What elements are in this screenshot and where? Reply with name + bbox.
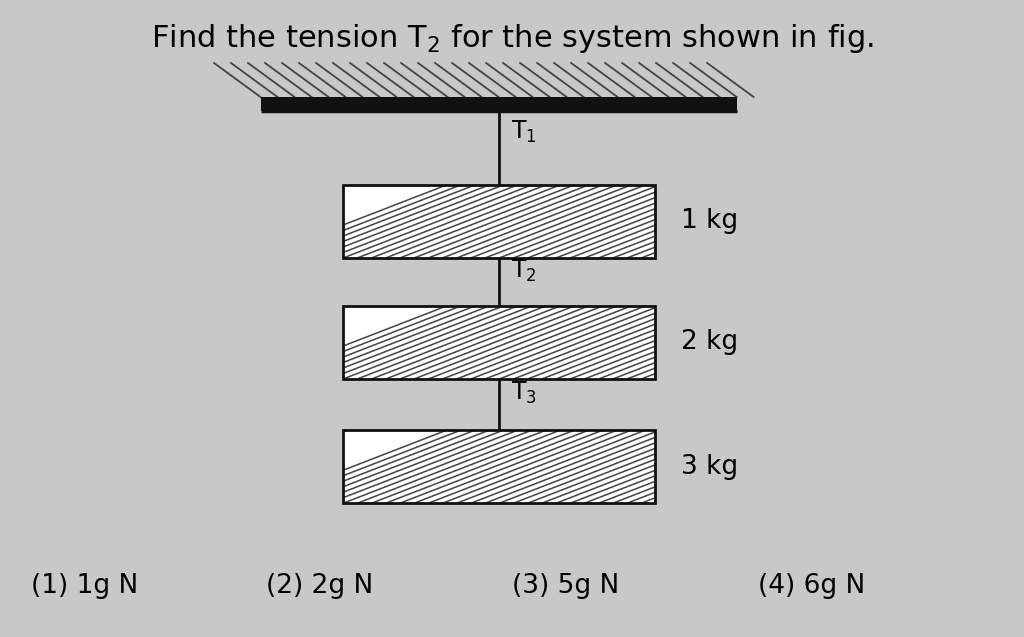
Text: T$_3$: T$_3$ <box>512 380 538 406</box>
Text: (3) 5g N: (3) 5g N <box>512 573 620 599</box>
Bar <box>343 306 655 379</box>
Bar <box>343 185 655 258</box>
Bar <box>343 430 655 503</box>
Text: 3 kg: 3 kg <box>681 454 738 480</box>
Text: 1 kg: 1 kg <box>681 208 738 234</box>
Bar <box>343 185 655 258</box>
Bar <box>343 306 655 379</box>
Text: (4) 6g N: (4) 6g N <box>758 573 865 599</box>
Bar <box>261 97 737 111</box>
Text: 2 kg: 2 kg <box>681 329 738 355</box>
Bar <box>343 430 655 503</box>
Text: Find the tension T$_2$ for the system shown in fig.: Find the tension T$_2$ for the system sh… <box>151 22 873 55</box>
Text: (1) 1g N: (1) 1g N <box>31 573 138 599</box>
Text: (2) 2g N: (2) 2g N <box>266 573 374 599</box>
Text: T$_2$: T$_2$ <box>512 258 537 285</box>
Text: T$_1$: T$_1$ <box>512 119 537 145</box>
